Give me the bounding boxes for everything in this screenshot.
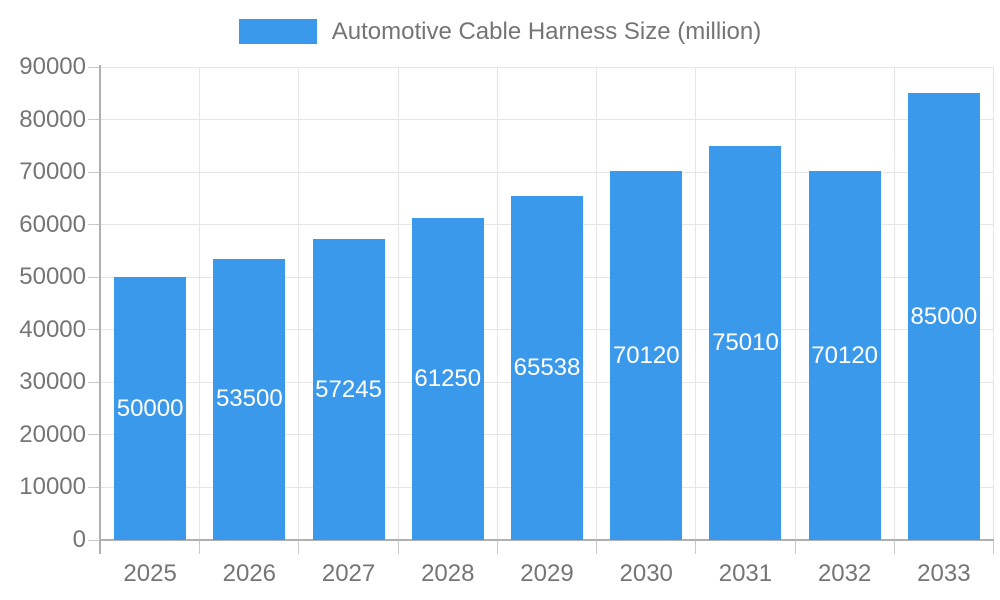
x-axis-label: 2028	[421, 560, 475, 587]
bar-value-label: 65538	[513, 353, 581, 381]
x-gridline	[397, 67, 399, 540]
x-gridline	[695, 67, 697, 540]
y-gridline	[100, 119, 994, 121]
y-axis-label: 0	[72, 526, 86, 553]
y-axis-label: 10000	[19, 473, 86, 501]
bar-2033[interactable]	[907, 93, 980, 540]
legend-label: Automotive Cable Harness Size (million)	[331, 18, 762, 45]
bar-2029[interactable]	[511, 195, 583, 540]
bar-2026[interactable]	[213, 258, 286, 540]
x-tick	[496, 540, 498, 554]
x-axis-label: 2030	[619, 560, 673, 587]
y-axis-label: 60000	[19, 210, 86, 238]
x-tick	[695, 540, 697, 554]
y-tick	[87, 381, 101, 383]
y-tick	[87, 66, 101, 68]
bar-2027[interactable]	[312, 239, 385, 540]
x-gridline	[596, 67, 598, 540]
y-tick	[87, 276, 101, 278]
legend[interactable]: Automotive Cable Harness Size (million)	[0, 19, 1000, 44]
y-tick	[87, 434, 101, 436]
y-tick	[87, 486, 101, 488]
y-gridline	[100, 66, 994, 68]
x-tick	[199, 540, 201, 554]
x-gridline	[496, 67, 498, 540]
bar-2025[interactable]	[114, 277, 187, 540]
x-axis-label: 2025	[123, 560, 177, 587]
x-axis-label: 2031	[718, 560, 773, 587]
x-axis-label: 2029	[520, 560, 574, 587]
y-axis-label: 90000	[19, 53, 86, 80]
y-axis-label: 80000	[19, 105, 86, 133]
bar-2028[interactable]	[411, 218, 484, 540]
bar-2031[interactable]	[709, 145, 782, 540]
x-gridline	[893, 67, 895, 540]
y-axis-line	[99, 65, 101, 554]
bar-value-label: 50000	[116, 394, 184, 422]
x-tick	[397, 540, 399, 554]
x-tick	[298, 540, 300, 554]
y-tick	[87, 171, 101, 173]
bar-value-label: 70120	[612, 341, 680, 369]
x-gridline	[993, 67, 994, 540]
y-axis-label: 50000	[19, 263, 86, 291]
bar-value-label: 75010	[712, 328, 779, 356]
bar-value-label: 61250	[414, 365, 482, 393]
x-tick	[893, 540, 895, 554]
y-axis-label: 40000	[19, 315, 86, 343]
bar-value-label: 57245	[315, 375, 382, 403]
legend-swatch	[238, 19, 317, 44]
bar-2030[interactable]	[610, 171, 683, 540]
x-tick	[794, 540, 796, 554]
x-axis-line	[99, 539, 994, 541]
y-axis-label: 70000	[19, 158, 86, 186]
y-axis-label: 20000	[19, 420, 86, 448]
x-axis-label: 2032	[817, 560, 872, 587]
x-tick	[993, 540, 994, 554]
y-tick	[87, 539, 101, 541]
x-gridline	[794, 67, 796, 540]
y-tick	[87, 329, 101, 331]
x-gridline	[199, 67, 201, 540]
bar-value-label: 53500	[215, 385, 283, 413]
bar-2032[interactable]	[808, 171, 881, 540]
x-axis-label: 2026	[222, 560, 277, 587]
y-gridline	[100, 171, 994, 173]
x-axis-label: 2033	[917, 560, 971, 587]
x-tick	[596, 540, 598, 554]
bar-value-label: 70120	[811, 341, 879, 369]
y-tick	[87, 119, 101, 121]
y-axis-label: 30000	[19, 368, 86, 396]
x-axis-label: 2027	[321, 560, 376, 587]
y-tick	[87, 224, 101, 226]
bar-value-label: 85000	[910, 302, 978, 330]
x-gridline	[298, 67, 300, 540]
